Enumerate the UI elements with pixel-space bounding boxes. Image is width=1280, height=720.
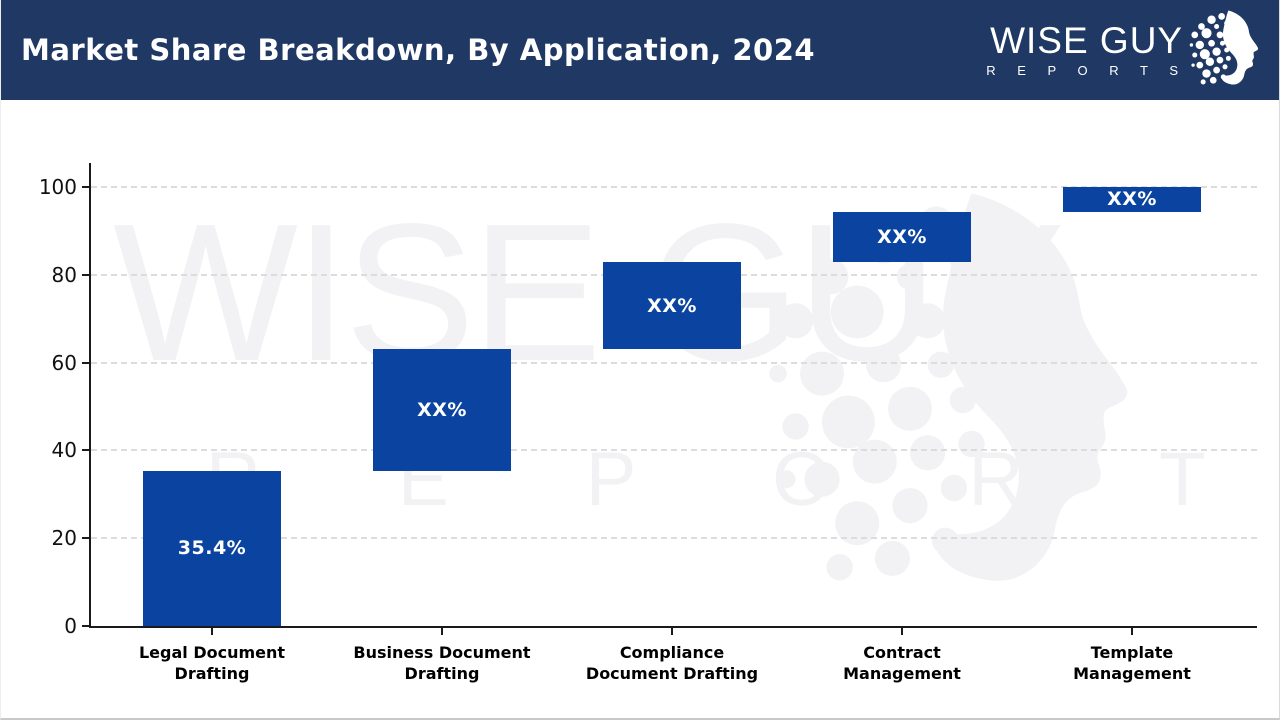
x-tick-mark-3 — [671, 628, 673, 635]
x-tick-mark-5 — [1131, 628, 1133, 635]
y-tick-mark-60 — [82, 361, 89, 364]
y-tick-label-40: 40 — [51, 438, 77, 463]
category-label-1: Legal Document Drafting — [92, 642, 332, 684]
bar-segment-4: XX% — [833, 211, 971, 262]
category-label-line: Management — [1073, 664, 1191, 683]
y-tick-label-20: 20 — [51, 526, 77, 551]
logo-wordmark: WISE GUY R E P O R T S — [986, 22, 1187, 78]
page-title: Market Share Breakdown, By Application, … — [21, 33, 816, 67]
bar-value-label: XX% — [1107, 188, 1157, 211]
x-tick-mark-4 — [901, 628, 903, 635]
gridline-20 — [91, 537, 1257, 540]
y-tick-label-100: 100 — [38, 175, 77, 199]
y-tick-mark-0 — [82, 625, 89, 627]
x-axis-line — [89, 626, 1257, 628]
category-label-line: Drafting — [404, 664, 480, 683]
logo-head-icon — [1183, 7, 1267, 93]
bar-value-label: 35.4% — [177, 537, 247, 560]
header-bar: Market Share Breakdown, By Application, … — [1, 0, 1279, 100]
y-tick-label-60: 60 — [51, 350, 77, 375]
category-label-line: Drafting — [174, 664, 250, 683]
logo-subtitle: R E P O R T S — [986, 63, 1187, 78]
category-label-line: Legal Document — [138, 643, 286, 662]
category-label-line: Business Document — [353, 643, 531, 662]
wiseguy-logo: WISE GUY R E P O R T S — [986, 7, 1267, 93]
x-tick-mark-1 — [211, 628, 213, 635]
logo-name: WISE GUY — [990, 20, 1184, 61]
bar-value-label: XX% — [877, 225, 927, 248]
bar-segment-2: XX% — [373, 349, 511, 471]
bar-value-label: XX% — [417, 399, 467, 421]
x-tick-mark-2 — [441, 628, 443, 635]
gridline-60 — [91, 361, 1257, 364]
category-label-line: Contract — [863, 643, 941, 662]
y-tick-mark-20 — [82, 537, 89, 540]
category-label-2: Business Document Drafting — [322, 642, 562, 684]
bar-segment-5: XX% — [1063, 187, 1201, 212]
y-tick-mark-80 — [82, 273, 89, 276]
category-label-3: Compliance Document Drafting — [552, 642, 792, 684]
category-label-5: Template Management — [1012, 642, 1252, 684]
category-label-line: Template — [1090, 643, 1174, 662]
y-axis-line — [89, 163, 91, 628]
category-label-line: Document Drafting — [585, 664, 759, 683]
category-label-4: Contract Management — [782, 642, 1022, 684]
bar-segment-3: XX% — [603, 261, 741, 350]
gridline-100 — [91, 186, 1257, 188]
gridline-40 — [91, 449, 1257, 452]
y-tick-mark-40 — [82, 449, 89, 452]
bar-value-label: XX% — [647, 294, 697, 317]
y-tick-label-0: 0 — [64, 614, 77, 638]
waterfall-chart: 0 20 40 60 80 100 35.4% XX% XX% XX% XX% Legal Doc… — [1, 100, 1279, 718]
y-tick-mark-100 — [82, 186, 89, 188]
category-label-line: Management — [843, 664, 961, 683]
bar-segment-1: 35.4% — [143, 470, 281, 626]
y-tick-label-80: 80 — [51, 262, 77, 287]
category-label-line: Compliance — [619, 643, 725, 662]
